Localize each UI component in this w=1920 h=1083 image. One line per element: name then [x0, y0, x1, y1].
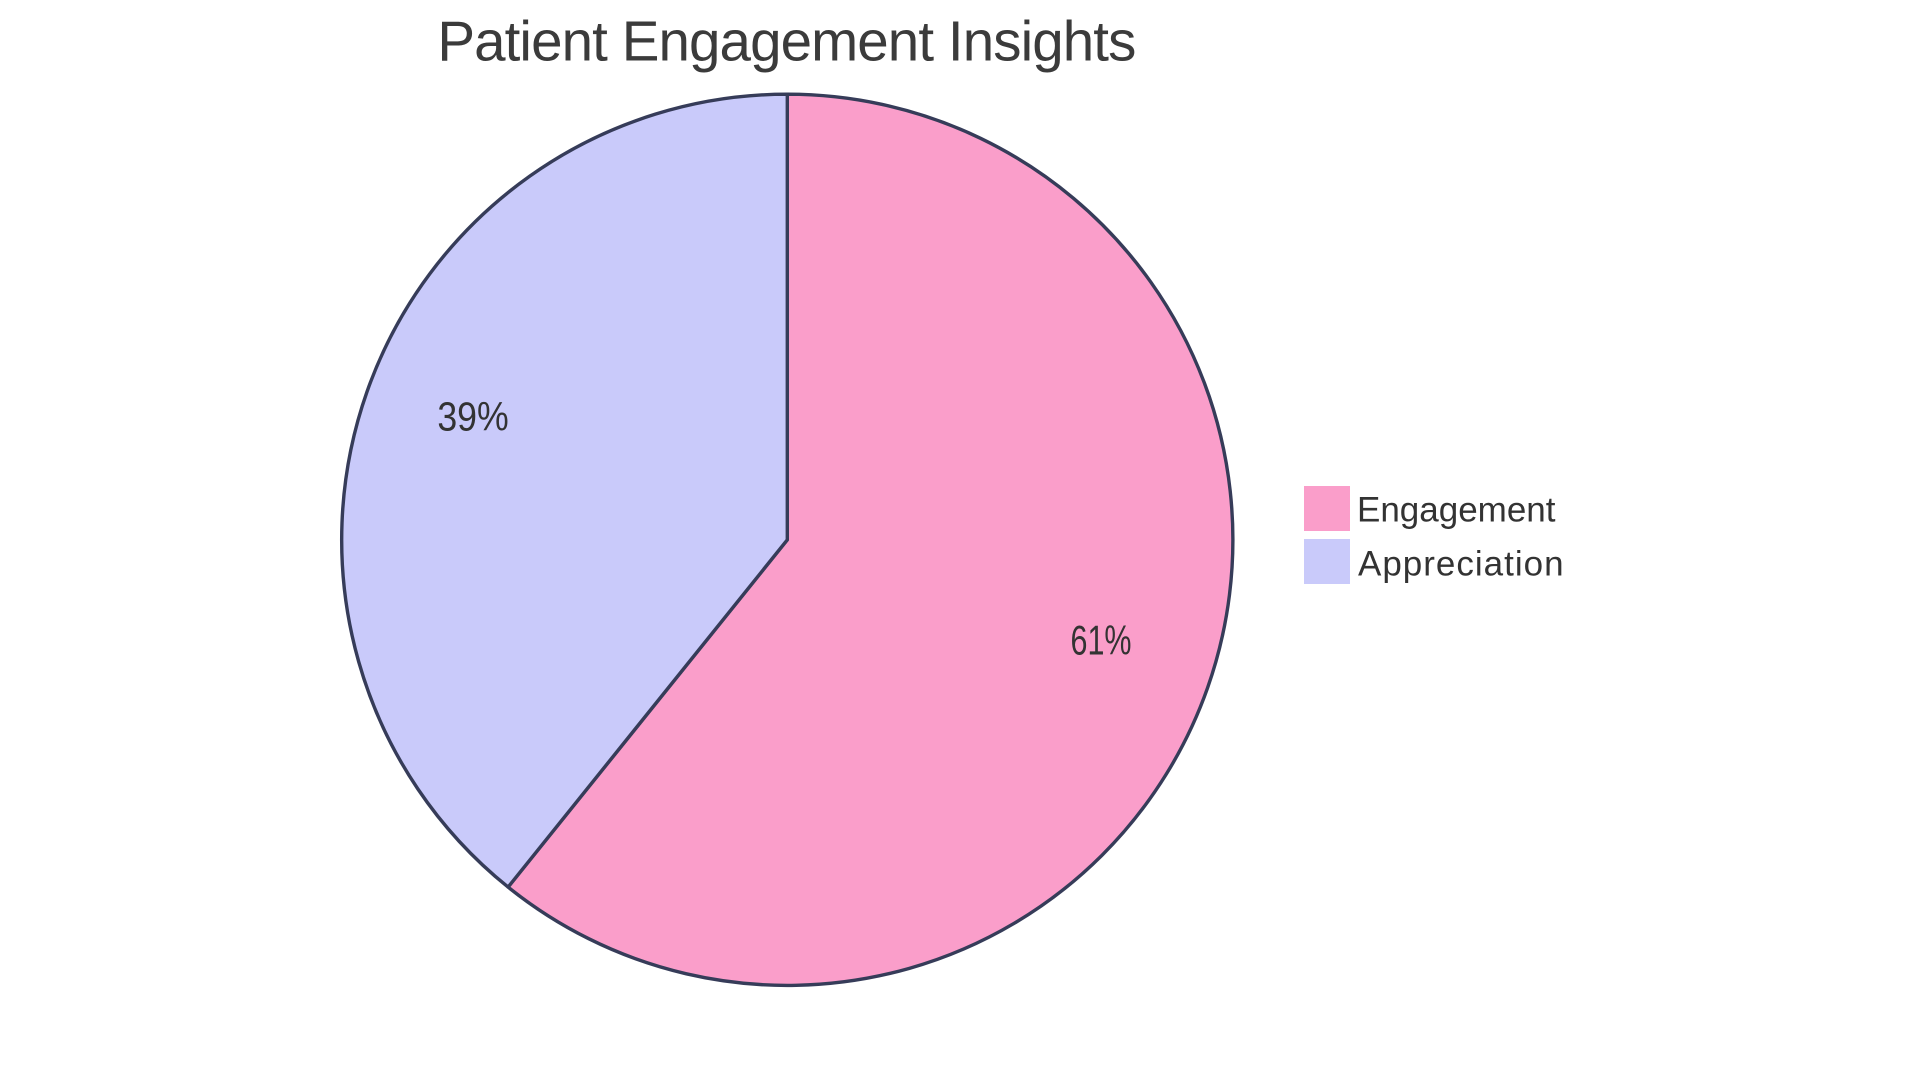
- svg-text:Engagement: Engagement: [1357, 491, 1556, 530]
- svg-text:39%: 39%: [437, 394, 508, 440]
- svg-text:Appreciation: Appreciation: [1358, 545, 1565, 584]
- svg-text:61%: 61%: [1070, 617, 1131, 664]
- svg-text:Patient Engagement Insights: Patient Engagement Insights: [437, 10, 1135, 73]
